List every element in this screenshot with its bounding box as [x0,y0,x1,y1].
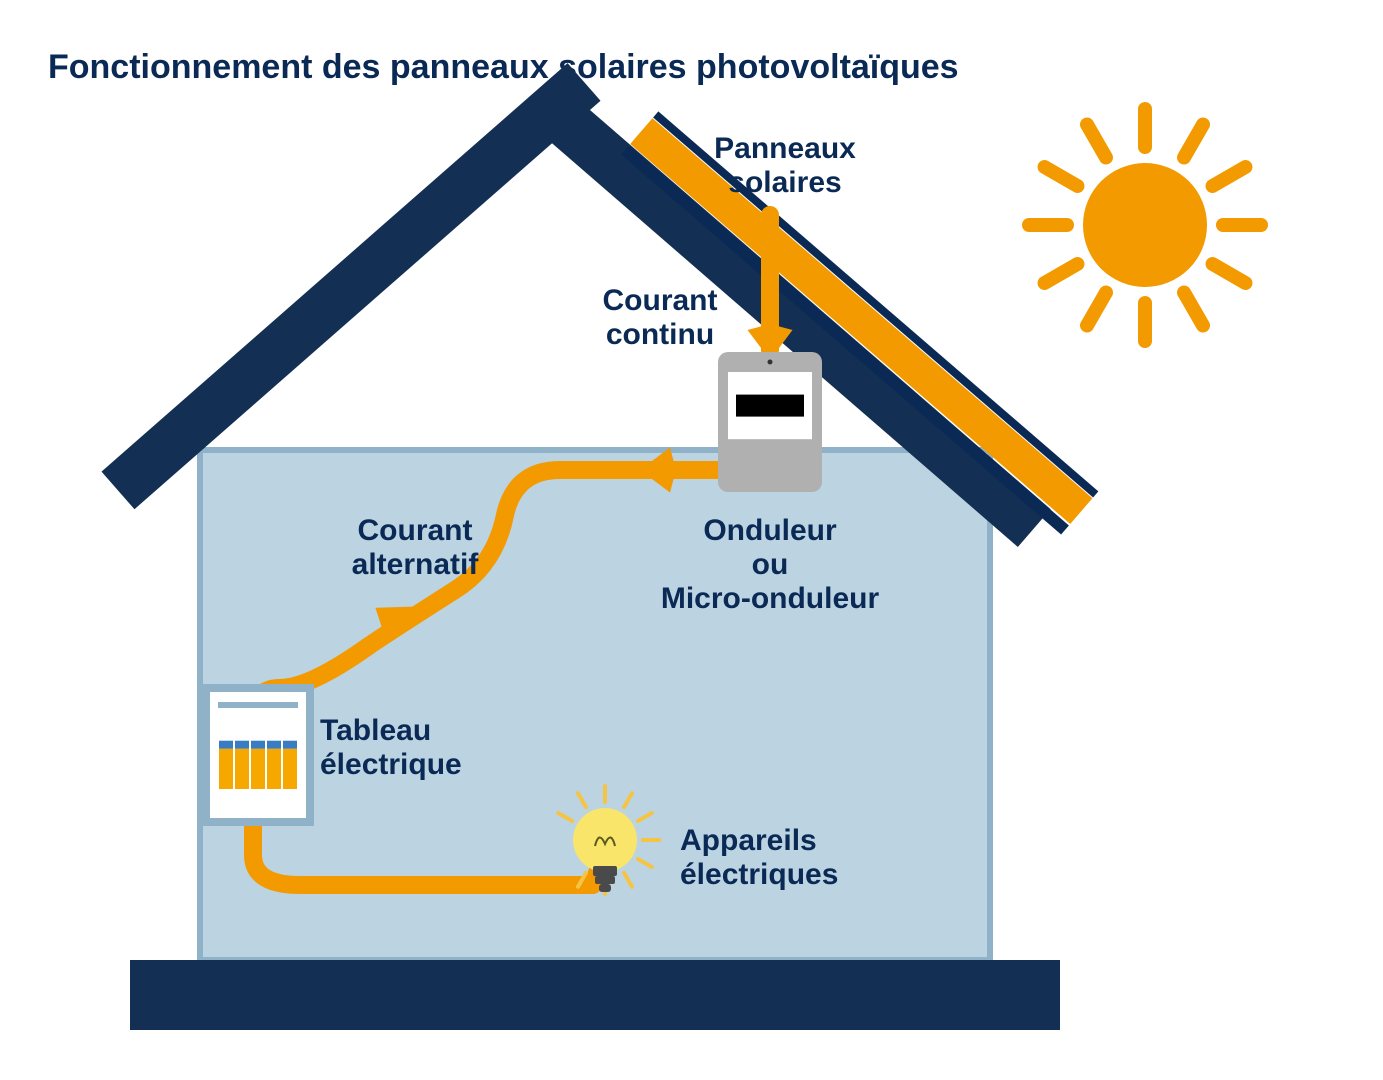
sun-icon [1029,109,1261,341]
page-title: Fonctionnement des panneaux solaires pho… [48,48,959,86]
inverter-icon [718,352,822,492]
label-board: Tableau [320,714,431,747]
label-panels: Panneaux [714,132,856,165]
label-inverter: ou [752,548,789,581]
label-panels: solaires [728,166,841,199]
label-dc: Courant [603,284,718,317]
label-dc: continu [606,318,714,351]
label-ac: alternatif [352,548,480,581]
label-board: électrique [320,748,462,781]
label-ac: Courant [358,514,473,547]
label-appliances: Appareils [680,824,817,857]
label-inverter: Onduleur [703,514,837,547]
house-base [130,960,1060,1030]
label-appliances: électriques [680,858,838,891]
diagram-canvas: Fonctionnement des panneaux solaires pho… [0,0,1383,1080]
electrical-board-icon [202,684,314,826]
label-inverter: Micro-onduleur [661,582,880,615]
